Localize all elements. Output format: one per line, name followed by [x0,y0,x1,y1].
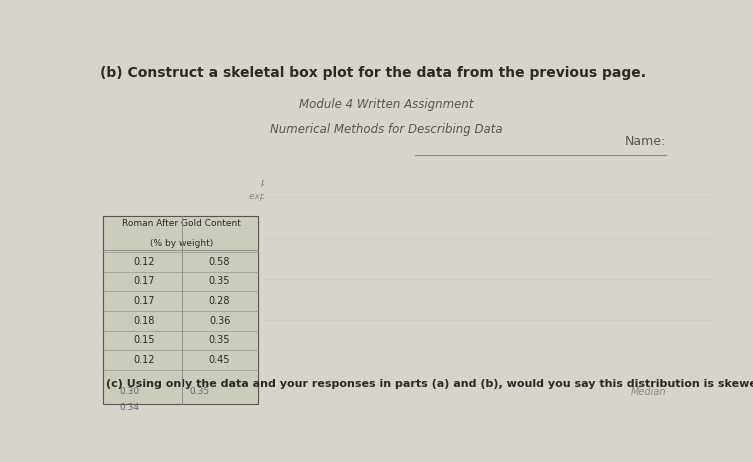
Text: 0.35: 0.35 [209,276,230,286]
Text: 0.17: 0.17 [133,276,154,286]
Text: Median: Median [630,387,666,397]
Text: 0.58: 0.58 [209,257,230,267]
Text: 0.12: 0.12 [133,257,154,267]
Text: 0.45: 0.45 [209,355,230,365]
Text: (b) Construct a skeletal box plot for the data from the previous page.: (b) Construct a skeletal box plot for th… [100,66,646,80]
Text: Please show all work for this assignment, because you will be graded on the clar: Please show all work for this assignment… [249,180,672,214]
Text: 0.12: 0.12 [133,355,154,365]
Text: 0.35: 0.35 [189,387,209,396]
Text: Numerical Methods for Describing Data: Numerical Methods for Describing Data [270,123,502,136]
Text: 0.17: 0.17 [133,296,154,306]
Text: 0.18: 0.18 [133,316,154,326]
FancyBboxPatch shape [103,215,258,404]
Text: 0.36: 0.36 [209,316,230,326]
Text: 0.30: 0.30 [119,387,139,396]
Text: (% by weight): (% by weight) [150,239,213,248]
Text: Roman After Gold Content: Roman After Gold Content [122,219,241,228]
Text: 0.28: 0.28 [209,296,230,306]
Text: Module 4 Written Assignment: Module 4 Written Assignment [299,98,473,111]
Text: 0.15: 0.15 [133,335,154,346]
Text: 0.34: 0.34 [119,403,139,412]
Text: 0.35: 0.35 [209,335,230,346]
Text: (c) Using only the data and your responses in parts (a) and (b), would you say t: (c) Using only the data and your respons… [105,379,753,389]
Text: Name:: Name: [625,135,666,148]
